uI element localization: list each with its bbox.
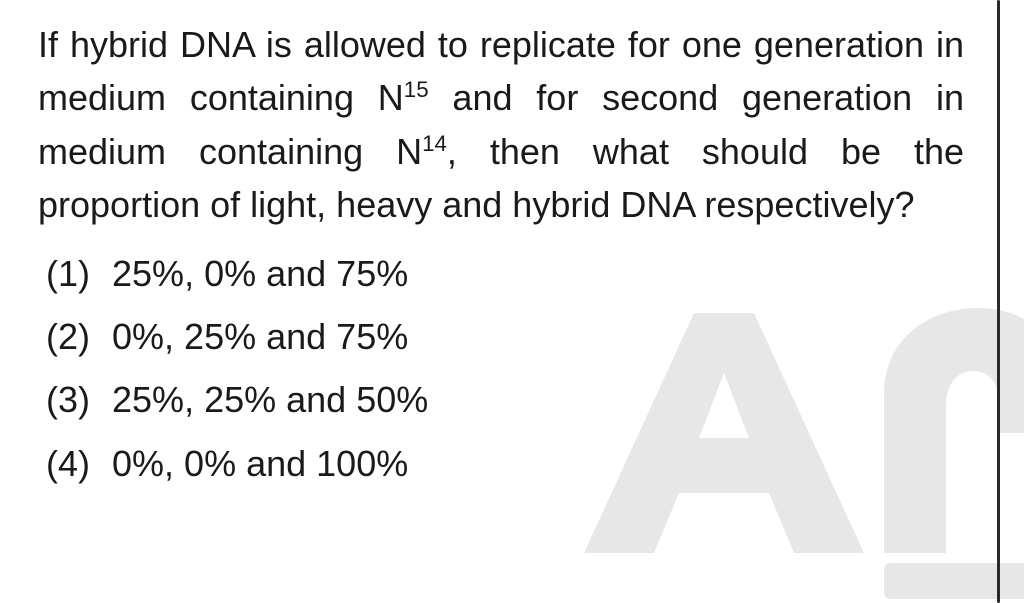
option-1-label: 25%, 0% and 75% (112, 253, 408, 294)
option-2-number: (2) (46, 306, 102, 367)
right-margin-rule (997, 0, 1000, 603)
question-body: If hybrid DNA is allowed to replicate fo… (38, 24, 964, 225)
options-list: (1) 25%, 0% and 75% (2) 0%, 25% and 75% … (38, 243, 964, 494)
option-3: (3) 25%, 25% and 50% (46, 369, 964, 430)
option-1: (1) 25%, 0% and 75% (46, 243, 964, 304)
option-2: (2) 0%, 25% and 75% (46, 306, 964, 367)
option-1-number: (1) (46, 243, 102, 304)
page-content: If hybrid DNA is allowed to replicate fo… (0, 0, 1024, 514)
question-text: If hybrid DNA is allowed to replicate fo… (38, 18, 964, 231)
option-4: (4) 0%, 0% and 100% (46, 433, 964, 494)
option-3-number: (3) (46, 369, 102, 430)
option-2-label: 0%, 25% and 75% (112, 316, 408, 357)
option-3-label: 25%, 25% and 50% (112, 379, 428, 420)
option-4-label: 0%, 0% and 100% (112, 443, 408, 484)
option-4-number: (4) (46, 433, 102, 494)
